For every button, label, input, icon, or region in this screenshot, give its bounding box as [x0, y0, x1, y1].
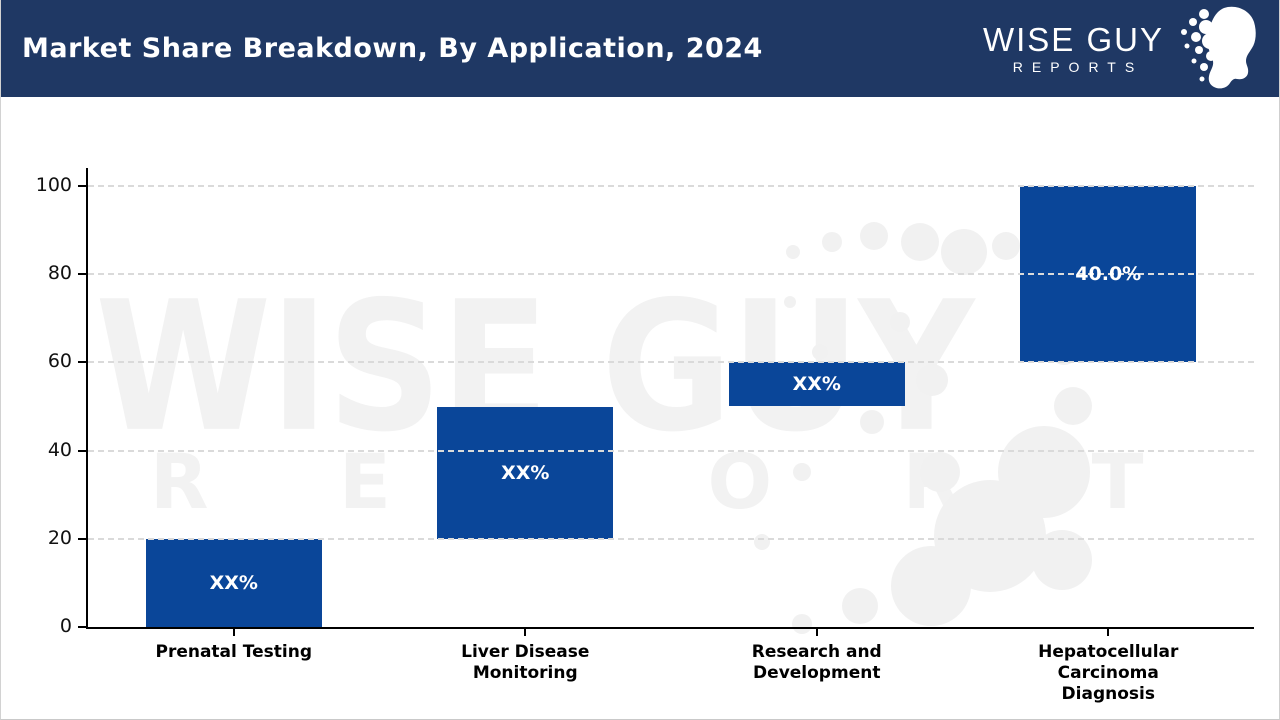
bar-value-label: XX% [501, 461, 550, 484]
brand-logo: WISE GUY REPORTS [983, 4, 1258, 94]
bar [145, 538, 322, 627]
x-tick [1107, 629, 1110, 636]
category-label: Prenatal Testing [155, 642, 312, 662]
y-tick [78, 626, 86, 628]
y-tick-label: 20 [47, 526, 72, 549]
bar [728, 362, 905, 407]
y-tick [78, 449, 86, 452]
gridline [88, 273, 1254, 276]
bar-value-label: XX% [792, 373, 841, 396]
bar-value-label: 40.0% [1075, 263, 1142, 286]
y-tick [78, 361, 86, 364]
header-bar: Market Share Breakdown, By Application, … [0, 0, 1280, 97]
y-tick [78, 537, 86, 540]
y-tick-label: 100 [35, 174, 72, 196]
logo-face-icon [1181, 6, 1256, 88]
gridline [88, 537, 1254, 540]
page-title: Market Share Breakdown, By Application, … [22, 33, 763, 64]
category-label: Research and Development [751, 642, 882, 683]
bar-value-label: XX% [209, 571, 258, 594]
x-tick [524, 629, 527, 636]
y-axis [86, 168, 88, 629]
watermark-reports-text: R E P O R T S [150, 437, 1280, 526]
reports-wordmark: REPORTS [1012, 58, 1144, 75]
y-tick-label: 80 [47, 262, 72, 285]
watermark-face-dots [754, 222, 1092, 634]
x-tick [232, 629, 235, 636]
bar [437, 406, 614, 539]
y-tick [78, 273, 86, 276]
y-tick-label: 0 [59, 615, 72, 637]
gridline [88, 361, 1254, 364]
y-tick-label: 60 [47, 350, 72, 373]
x-tick [815, 629, 818, 636]
brand-wordmark: WISE GUY REPORTS [982, 20, 1164, 75]
y-tick-label: 40 [47, 438, 72, 461]
y-tick [78, 185, 86, 187]
category-label: Liver Disease Monitoring [461, 642, 590, 683]
wiseguy-wordmark: WISE GUY [982, 20, 1164, 58]
x-axis [86, 627, 1254, 629]
gridline [88, 185, 1254, 187]
category-label: Hepatocellular Carcinoma Diagnosis [1038, 642, 1179, 704]
gridline [88, 449, 1254, 452]
